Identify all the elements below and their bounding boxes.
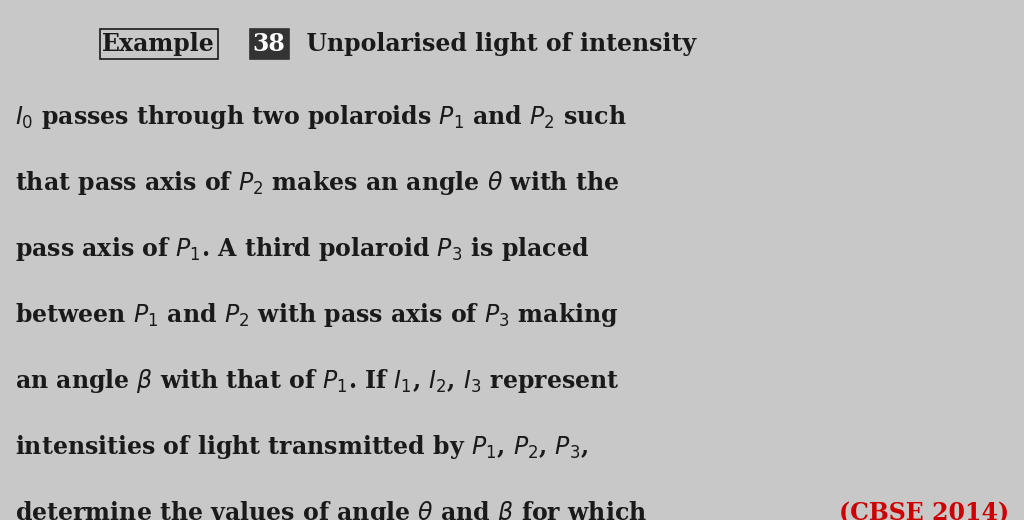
Text: that pass axis of $P_2$ makes an angle $\theta$ with the: that pass axis of $P_2$ makes an angle $… [15,169,620,197]
Text: Example: Example [102,32,215,56]
Text: between $P_1$ and $P_2$ with pass axis of $P_3$ making: between $P_1$ and $P_2$ with pass axis o… [15,301,620,329]
Text: (CBSE 2014): (CBSE 2014) [839,501,1009,520]
Text: pass axis of $P_1$. A third polaroid $P_3$ is placed: pass axis of $P_1$. A third polaroid $P_… [15,235,590,263]
Text: intensities of light transmitted by $P_1$, $P_2$, $P_3$,: intensities of light transmitted by $P_1… [15,433,589,461]
Text: Unpolarised light of intensity: Unpolarised light of intensity [290,32,696,56]
Text: 38: 38 [253,32,286,56]
Text: determine the values of angle $\theta$ and $\beta$ for which: determine the values of angle $\theta$ a… [15,499,647,520]
Text: an angle $\beta$ with that of $P_1$. If $I_1$, $I_2$, $I_3$ represent: an angle $\beta$ with that of $P_1$. If … [15,367,620,395]
Text: $I_0$ passes through two polaroids $P_1$ and $P_2$ such: $I_0$ passes through two polaroids $P_1$… [15,103,628,131]
